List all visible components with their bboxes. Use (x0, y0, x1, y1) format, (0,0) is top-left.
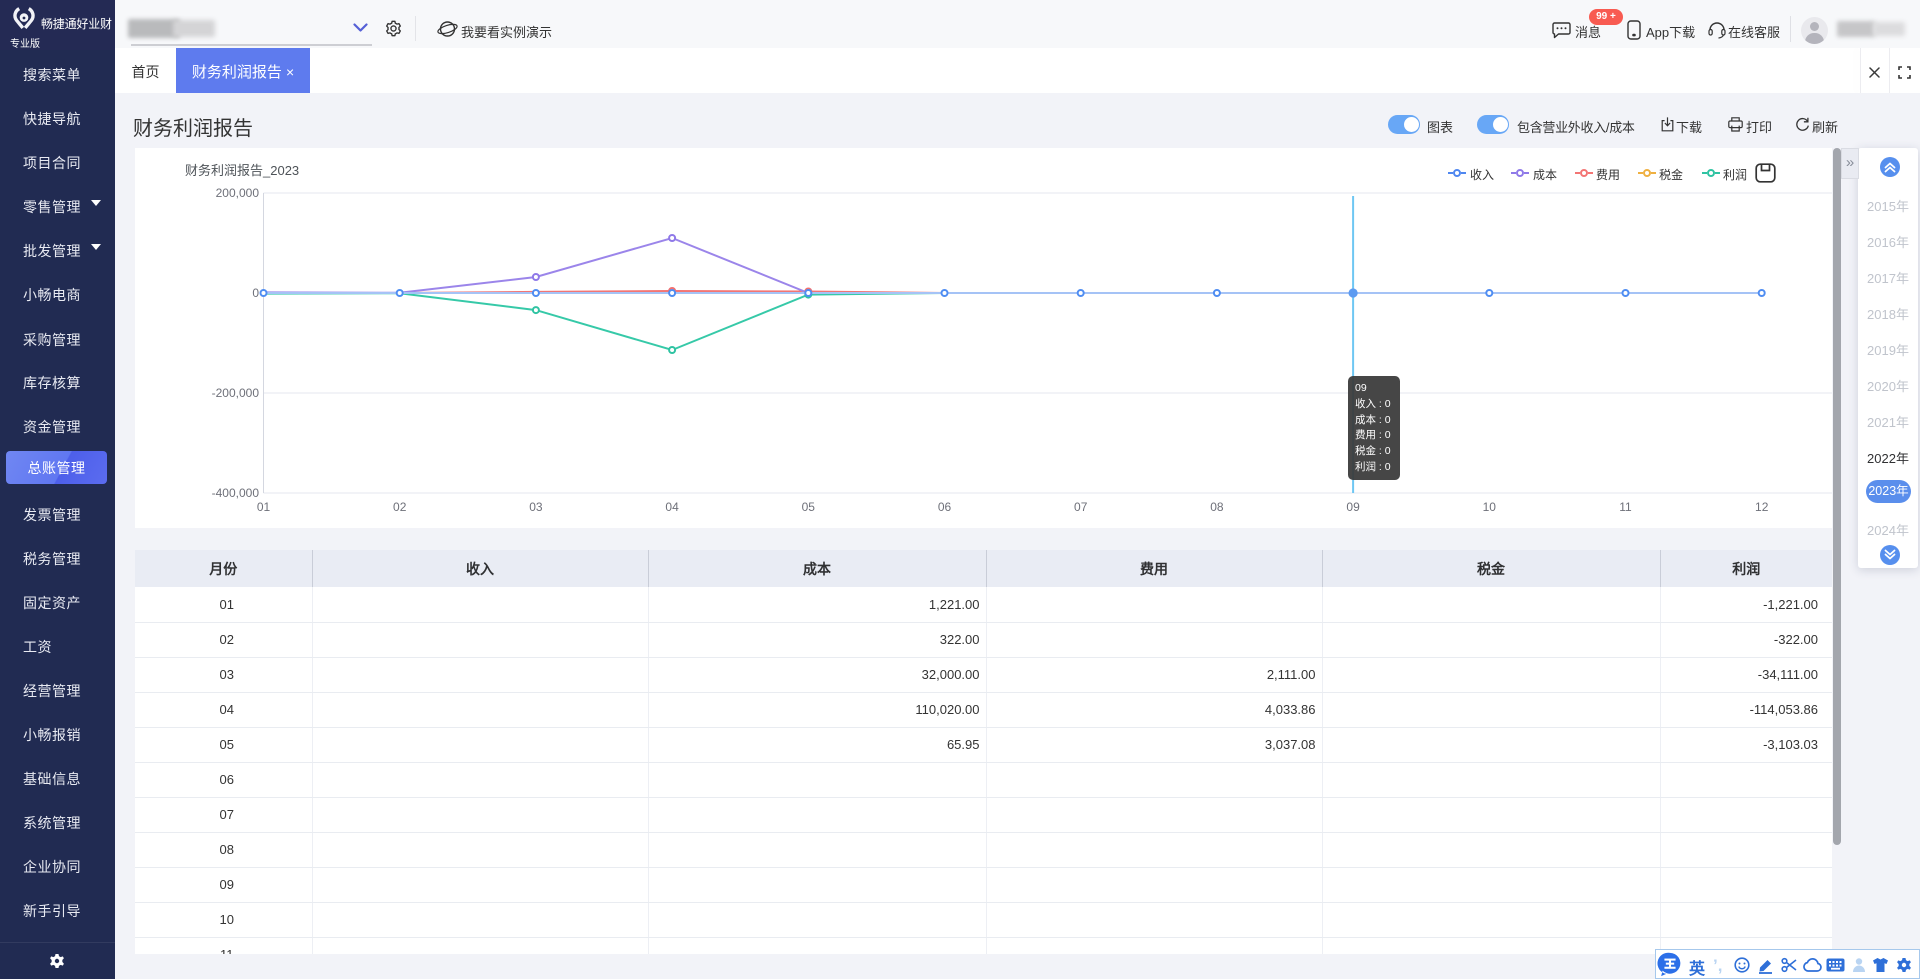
svg-text:09: 09 (1346, 500, 1360, 514)
svg-text:12: 12 (1755, 500, 1769, 514)
svg-text:-400,000: -400,000 (212, 486, 260, 500)
svg-text:06: 06 (938, 500, 952, 514)
svg-text:-200,000: -200,000 (212, 386, 260, 400)
svg-text:0: 0 (252, 286, 259, 300)
svg-text:07: 07 (1074, 500, 1088, 514)
svg-text:08: 08 (1210, 500, 1224, 514)
svg-text:05: 05 (802, 500, 816, 514)
svg-text:200,000: 200,000 (216, 186, 260, 200)
svg-text:01: 01 (257, 500, 271, 514)
svg-text:03: 03 (529, 500, 543, 514)
svg-text:10: 10 (1483, 500, 1497, 514)
svg-text:11: 11 (1619, 500, 1632, 514)
svg-text:02: 02 (393, 500, 407, 514)
svg-text:04: 04 (665, 500, 679, 514)
